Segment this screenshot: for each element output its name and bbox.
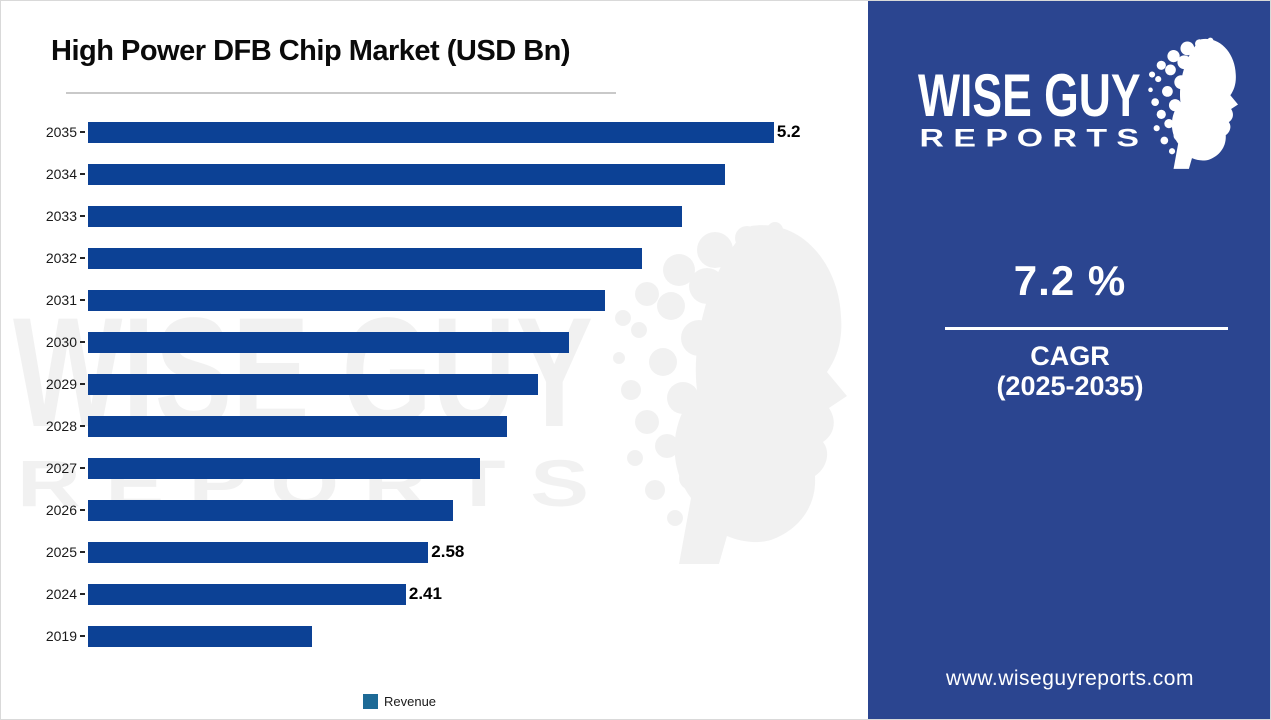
y-axis-tick — [80, 425, 85, 427]
revenue-bar — [88, 163, 726, 185]
y-axis-tick-label: 2031 — [45, 292, 77, 308]
revenue-bar — [88, 289, 606, 311]
bar-row: 2029 — [41, 363, 868, 405]
revenue-bar — [88, 499, 454, 521]
bar-row: 2032 — [41, 237, 868, 279]
y-axis-tick — [80, 299, 85, 301]
revenue-bar — [88, 331, 570, 353]
website-url: www.wiseguyreports.com — [946, 667, 1194, 690]
brand-panel: WISE GUY R E P O R T S 7.2 % CAGR (2025-… — [868, 1, 1270, 719]
y-axis-tick-label: 2024 — [45, 586, 77, 602]
y-axis-tick — [80, 383, 85, 385]
logo-subtext: R E P O R T S — [920, 125, 1139, 153]
head-silhouette-icon — [1148, 37, 1239, 169]
y-axis-tick — [80, 635, 85, 637]
title-underline — [66, 92, 616, 94]
bar-row: 2030 — [41, 321, 868, 363]
bar-row: 2028 — [41, 405, 868, 447]
y-axis-tick — [80, 257, 85, 259]
y-axis-tick-label: 2025 — [45, 544, 77, 560]
y-axis-tick-label: 2028 — [45, 418, 77, 434]
revenue-bar — [88, 541, 429, 563]
bar-value-label: 2.41 — [408, 584, 442, 603]
bar-row: 2026 — [41, 489, 868, 531]
y-axis-tick — [80, 215, 85, 217]
revenue-bar — [88, 373, 538, 395]
y-axis-tick — [80, 467, 85, 469]
y-axis-tick-label: 2032 — [45, 250, 77, 266]
bar-row: 2027 — [41, 447, 868, 489]
cagr-value: 7.2 % — [1013, 257, 1127, 304]
revenue-bar — [88, 415, 508, 437]
revenue-bar — [88, 121, 774, 143]
legend-label: Revenue — [384, 694, 437, 709]
y-axis-tick-label: 2019 — [45, 628, 77, 644]
y-axis-tick-label: 2030 — [45, 334, 77, 350]
bar-row: 2025 2.58 — [41, 531, 868, 573]
brand-logo: WISE GUY R E P O R T S — [918, 30, 1248, 172]
revenue-bar — [88, 205, 682, 227]
bar-row: 2034 — [41, 153, 868, 195]
y-axis-tick — [80, 509, 85, 511]
chart-title: High Power DFB Chip Market (USD Bn) — [51, 35, 571, 67]
cagr-range: (2025-2035) — [996, 371, 1144, 401]
legend: Revenue — [363, 694, 436, 709]
y-axis-tick-label: 2026 — [45, 502, 77, 518]
chart-panel: High Power DFB Chip Market (USD Bn) WISE… — [1, 1, 868, 719]
logo-wordmark: WISE GUY — [918, 62, 1141, 129]
y-axis-tick-label: 2034 — [45, 166, 77, 182]
y-axis-tick — [80, 341, 85, 343]
revenue-bar — [88, 457, 480, 479]
legend-swatch — [363, 694, 378, 709]
revenue-bar — [88, 583, 406, 605]
bar-value-label: 5.2 — [776, 122, 801, 141]
y-axis-tick — [80, 551, 85, 553]
bar-row: 2019 — [41, 615, 868, 657]
y-axis-tick-label: 2033 — [45, 208, 77, 224]
cagr-label: CAGR — [1030, 341, 1110, 371]
y-axis-tick-label: 2027 — [45, 460, 77, 476]
y-axis-tick — [80, 593, 85, 595]
revenue-bar — [88, 625, 313, 647]
y-axis-tick — [80, 131, 85, 133]
bar-value-label: 2.58 — [431, 542, 465, 561]
revenue-bar — [88, 247, 642, 269]
y-axis-tick-label: 2035 — [45, 124, 77, 140]
bar-row: 2031 — [41, 279, 868, 321]
cagr-divider — [945, 327, 1228, 330]
y-axis-tick-label: 2029 — [45, 376, 77, 392]
y-axis-tick — [80, 173, 85, 175]
bar-chart: 2035 5.2 2034 2033 2032 2031 2030 2029 2028 2027 2… — [41, 111, 868, 657]
bar-row: 2033 — [41, 195, 868, 237]
bar-row: 2035 5.2 — [41, 111, 868, 153]
bar-row: 2024 2.41 — [41, 573, 868, 615]
